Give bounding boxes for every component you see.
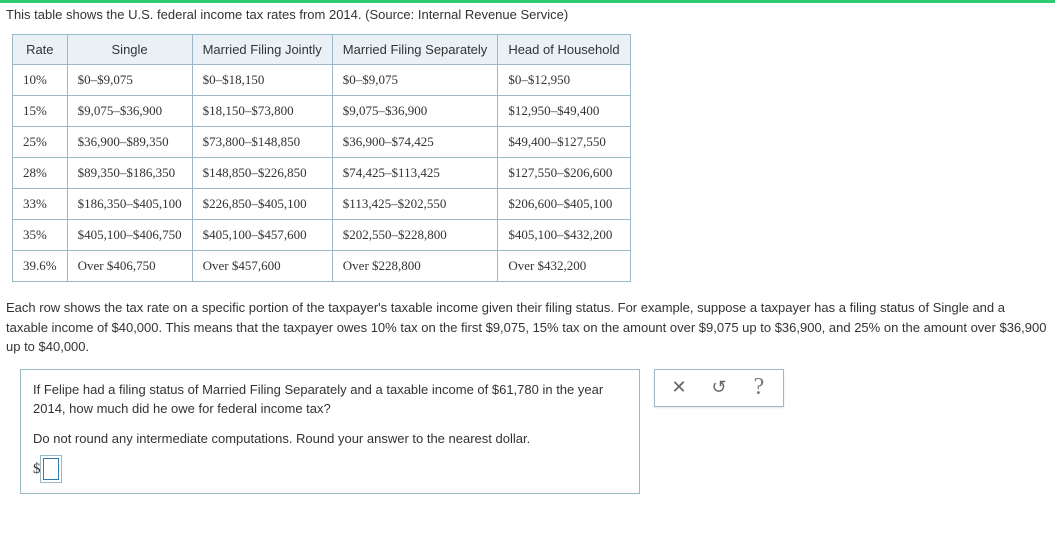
table-row: 33%$186,350–$405,100$226,850–$405,100$11… (13, 189, 631, 220)
bracket-cell: $202,550–$228,800 (332, 220, 498, 251)
bracket-cell: $405,100–$432,200 (498, 220, 630, 251)
rate-cell: 25% (13, 127, 68, 158)
bracket-cell: Over $432,200 (498, 251, 630, 282)
table-row: 28%$89,350–$186,350$148,850–$226,850$74,… (13, 158, 631, 189)
explanation-text: Each row shows the tax rate on a specifi… (0, 292, 1055, 369)
rate-cell: 28% (13, 158, 68, 189)
bracket-cell: $186,350–$405,100 (67, 189, 192, 220)
col-rate: Rate (13, 35, 68, 65)
bracket-cell: Over $406,750 (67, 251, 192, 282)
question-box: If Felipe had a filing status of Married… (20, 369, 640, 494)
bracket-cell: $18,150–$73,800 (192, 96, 332, 127)
bracket-cell: $127,550–$206,600 (498, 158, 630, 189)
answer-input[interactable] (43, 458, 59, 480)
bracket-cell: $74,425–$113,425 (332, 158, 498, 189)
bracket-cell: $0–$9,075 (67, 65, 192, 96)
rate-cell: 35% (13, 220, 68, 251)
tax-bracket-table: Rate Single Married Filing Jointly Marri… (12, 34, 631, 282)
question-line-2: Do not round any intermediate computatio… (33, 429, 627, 449)
bracket-cell: $206,600–$405,100 (498, 189, 630, 220)
bracket-cell: $113,425–$202,550 (332, 189, 498, 220)
bracket-cell: $36,900–$89,350 (67, 127, 192, 158)
reset-button[interactable]: ↺ (699, 373, 739, 403)
bracket-cell: $226,850–$405,100 (192, 189, 332, 220)
close-icon: ✕ (671, 377, 686, 398)
table-row: 15%$9,075–$36,900$18,150–$73,800$9,075–$… (13, 96, 631, 127)
table-row: 25%$36,900–$89,350$73,800–$148,850$36,90… (13, 127, 631, 158)
bracket-cell: $9,075–$36,900 (332, 96, 498, 127)
bracket-cell: $73,800–$148,850 (192, 127, 332, 158)
currency-symbol: $ (33, 458, 41, 481)
table-row: 39.6%Over $406,750Over $457,600Over $228… (13, 251, 631, 282)
col-hoh: Head of Household (498, 35, 630, 65)
rate-cell: 10% (13, 65, 68, 96)
bracket-cell: Over $457,600 (192, 251, 332, 282)
rate-cell: 33% (13, 189, 68, 220)
bracket-cell: Over $228,800 (332, 251, 498, 282)
table-row: 35%$405,100–$406,750$405,100–$457,600$20… (13, 220, 631, 251)
close-button[interactable]: ✕ (659, 373, 699, 403)
bracket-cell: $405,100–$406,750 (67, 220, 192, 251)
bracket-cell: $0–$12,950 (498, 65, 630, 96)
bracket-cell: $0–$9,075 (332, 65, 498, 96)
rate-cell: 39.6% (13, 251, 68, 282)
bracket-cell: $405,100–$457,600 (192, 220, 332, 251)
bracket-cell: $12,950–$49,400 (498, 96, 630, 127)
help-button[interactable]: ? (739, 373, 779, 403)
bracket-cell: $89,350–$186,350 (67, 158, 192, 189)
question-line-1: If Felipe had a filing status of Married… (33, 380, 627, 419)
action-toolbar: ✕ ↺ ? (654, 369, 784, 407)
bracket-cell: $148,850–$226,850 (192, 158, 332, 189)
bracket-cell: $49,400–$127,550 (498, 127, 630, 158)
bracket-cell: $0–$18,150 (192, 65, 332, 96)
col-single: Single (67, 35, 192, 65)
help-icon: ? (754, 374, 765, 401)
table-row: 10%$0–$9,075$0–$18,150$0–$9,075$0–$12,95… (13, 65, 631, 96)
bracket-cell: $9,075–$36,900 (67, 96, 192, 127)
reset-icon: ↺ (711, 377, 726, 398)
rate-cell: 15% (13, 96, 68, 127)
bracket-cell: $36,900–$74,425 (332, 127, 498, 158)
intro-text: This table shows the U.S. federal income… (0, 3, 1055, 30)
table-header-row: Rate Single Married Filing Jointly Marri… (13, 35, 631, 65)
col-mfs: Married Filing Separately (332, 35, 498, 65)
col-mfj: Married Filing Jointly (192, 35, 332, 65)
